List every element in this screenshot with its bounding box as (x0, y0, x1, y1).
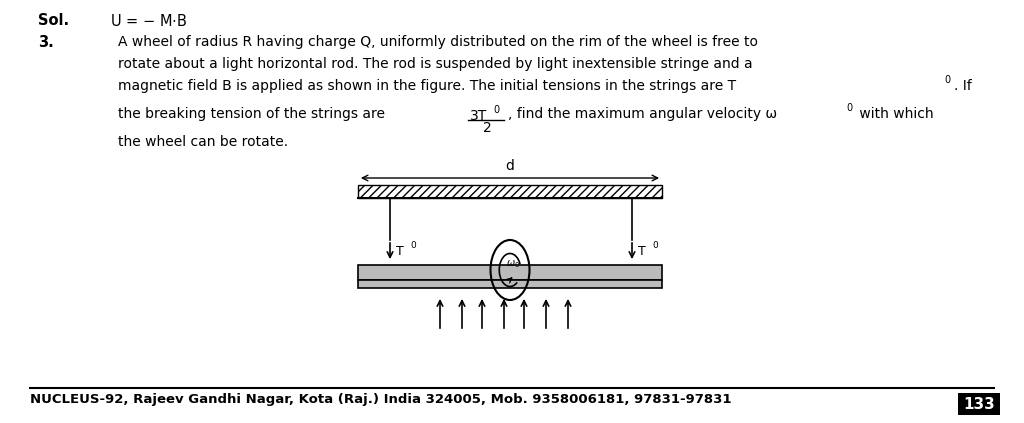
Text: 0: 0 (410, 241, 416, 250)
Text: A wheel of radius R having charge Q, uniformly distributed on the rim of the whe: A wheel of radius R having charge Q, uni… (118, 35, 758, 49)
Text: NUCLEUS-92, Rajeev Gandhi Nagar, Kota (Raj.) India 324005, Mob. 9358006181, 9783: NUCLEUS-92, Rajeev Gandhi Nagar, Kota (R… (30, 393, 731, 406)
Text: d: d (506, 159, 514, 173)
Text: 133: 133 (964, 396, 995, 412)
Text: 2: 2 (483, 121, 492, 135)
Text: U = $-$ M$\cdot$B: U = $-$ M$\cdot$B (110, 13, 187, 29)
Text: T: T (638, 245, 646, 258)
Text: . If: . If (954, 79, 972, 93)
Text: 0: 0 (493, 105, 499, 115)
Bar (358, 265, 662, 280)
Text: rotate about a light horizontal rod. The rod is suspended by light inextensible : rotate about a light horizontal rod. The… (118, 57, 753, 71)
Bar (358, 280, 662, 288)
Text: 3.: 3. (38, 35, 53, 50)
Text: , find the maximum angular velocity ω: , find the maximum angular velocity ω (508, 107, 777, 121)
Text: 0: 0 (944, 75, 950, 85)
Text: the wheel can be rotate.: the wheel can be rotate. (118, 135, 288, 149)
Text: T: T (396, 245, 403, 258)
Bar (958, 393, 1000, 415)
Text: 0: 0 (846, 103, 852, 113)
Text: magnetic field B is applied as shown in the figure. The initial tensions in the : magnetic field B is applied as shown in … (118, 79, 736, 93)
Text: 3T: 3T (470, 109, 487, 123)
Text: 0: 0 (652, 241, 657, 250)
Text: Sol.: Sol. (38, 13, 70, 28)
Text: $\omega_0$: $\omega_0$ (506, 258, 520, 270)
Text: the breaking tension of the strings are: the breaking tension of the strings are (118, 107, 385, 121)
Text: with which: with which (855, 107, 934, 121)
Bar (358, 185, 662, 198)
